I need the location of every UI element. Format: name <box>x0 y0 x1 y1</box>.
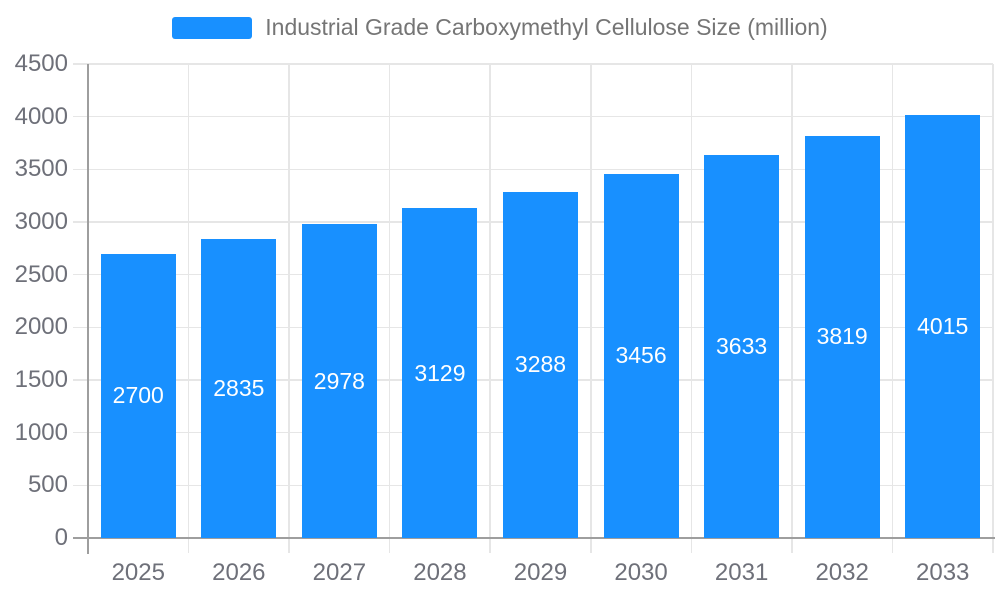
bar-value-label: 4015 <box>917 313 969 340</box>
h-gridline <box>73 115 993 118</box>
bar-value-label: 2700 <box>112 382 164 409</box>
x-tick-label: 2033 <box>916 559 970 586</box>
v-gridline <box>891 64 894 553</box>
bar-value-label: 3288 <box>514 351 567 378</box>
bar[interactable]: 3456 <box>603 173 679 538</box>
y-tick-label: 500 <box>27 471 68 499</box>
bar[interactable]: 3633 <box>704 155 780 538</box>
x-tick-label: 2032 <box>815 559 869 586</box>
h-gridline <box>73 63 993 65</box>
v-gridline <box>187 64 190 553</box>
bar-value-label: 3456 <box>615 342 667 369</box>
v-gridline <box>489 64 491 553</box>
bar[interactable]: 4015 <box>905 115 981 538</box>
y-tick-label: 3000 <box>14 208 68 235</box>
x-tick-label: 2026 <box>212 559 266 586</box>
bar[interactable]: 3129 <box>402 208 478 538</box>
v-gridline <box>288 64 290 553</box>
x-tick-label: 2025 <box>111 559 165 586</box>
legend-swatch <box>172 16 253 39</box>
bar-value-label: 3129 <box>414 359 466 386</box>
v-gridline <box>992 64 994 553</box>
bar-value-label: 2835 <box>213 375 265 402</box>
y-tick-label: 1000 <box>14 418 68 446</box>
v-gridline <box>388 64 391 553</box>
y-tick-label: 3500 <box>14 155 68 183</box>
y-tick-label: 2000 <box>14 313 68 341</box>
bar[interactable]: 2835 <box>201 239 277 538</box>
x-tick-label: 2030 <box>614 559 668 586</box>
v-gridline <box>791 64 793 553</box>
legend-label: Industrial Grade Carboxymethyl Cellulose… <box>265 14 828 40</box>
x-axis-line <box>73 537 995 539</box>
v-gridline <box>690 64 693 553</box>
bar[interactable]: 3288 <box>503 191 578 538</box>
bar-value-label: 2978 <box>313 367 365 394</box>
legend[interactable]: Industrial Grade Carboxymethyl Cellulose… <box>0 14 1000 41</box>
y-tick-label: 1500 <box>14 366 68 393</box>
y-tick-label: 4500 <box>14 50 68 77</box>
y-tick-label: 0 <box>54 524 68 551</box>
bar[interactable]: 3819 <box>804 135 880 538</box>
bar[interactable]: 2978 <box>301 224 377 538</box>
y-axis-line <box>87 64 89 554</box>
x-tick-label: 2029 <box>513 559 568 586</box>
y-tick-label: 2500 <box>14 260 68 288</box>
v-gridline <box>590 64 592 553</box>
x-tick-label: 2031 <box>714 559 769 586</box>
y-tick-label: 4000 <box>14 102 68 130</box>
h-gridline <box>73 168 993 171</box>
bar-value-label: 3633 <box>716 333 768 360</box>
bar[interactable]: 2700 <box>100 253 176 538</box>
x-tick-label: 2028 <box>413 559 467 586</box>
bar-value-label: 3819 <box>816 323 868 350</box>
x-tick-label: 2027 <box>312 559 367 586</box>
